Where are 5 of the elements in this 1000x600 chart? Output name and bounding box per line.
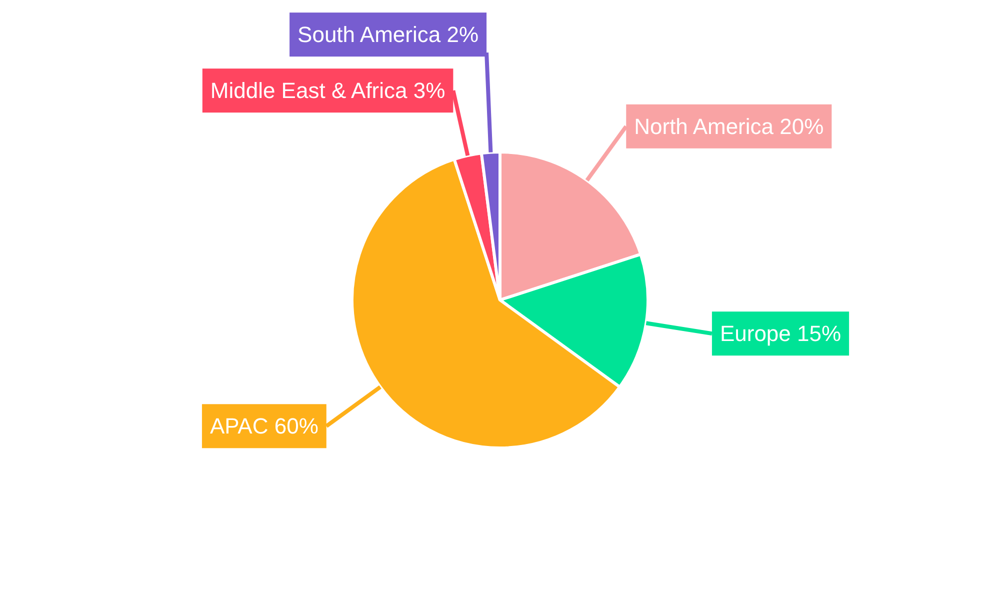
slice-label: Middle East & Africa 3% (210, 78, 446, 104)
slice-label: South America 2% (298, 22, 479, 48)
slice-label: North America 20% (634, 114, 824, 139)
slice-label: Europe 15% (720, 321, 842, 346)
slice-label: APAC 60% (210, 414, 318, 439)
